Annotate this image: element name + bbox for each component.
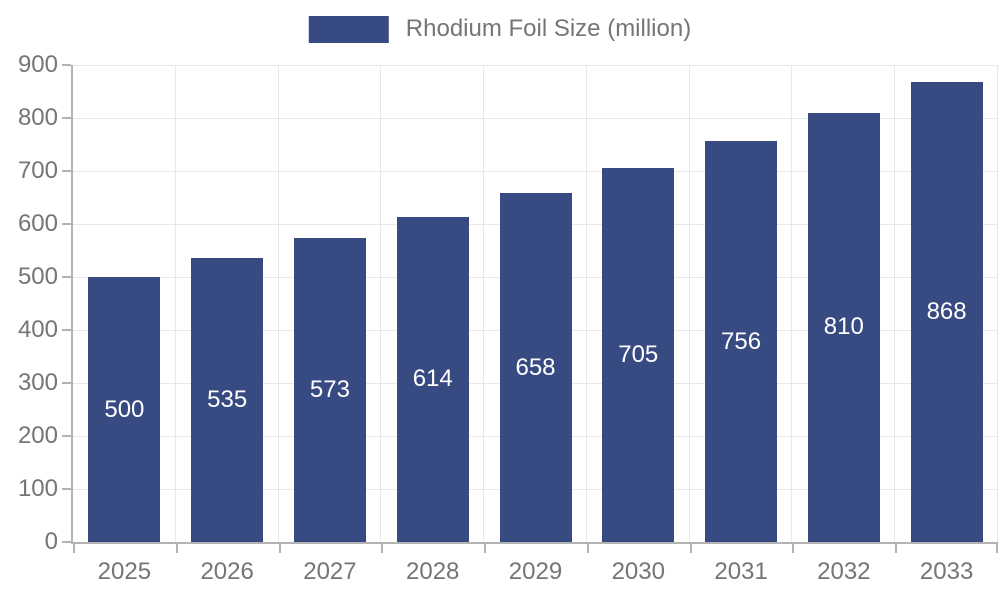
y-axis-label: 0 — [44, 528, 58, 555]
gridline-horizontal — [73, 65, 998, 66]
x-axis-tick — [586, 544, 589, 553]
bar-2032[interactable]: 810 — [807, 112, 880, 542]
plot-area: 500 535 573 614 658 705 756 810 868 — [62, 64, 998, 553]
bar-value-label: 658 — [515, 353, 556, 381]
y-axis-tick — [62, 488, 71, 490]
gridline-vertical — [894, 65, 896, 542]
bar-value-label: 868 — [926, 297, 967, 325]
bar-value-label: 705 — [618, 341, 659, 369]
x-axis-tick — [278, 544, 281, 553]
bar-value-label: 535 — [207, 386, 248, 414]
y-axis-label: 200 — [17, 422, 58, 449]
bar-2027[interactable]: 573 — [293, 238, 366, 542]
y-axis-tick — [62, 170, 71, 172]
y-axis-tick — [62, 435, 71, 437]
y-axis-tick — [62, 117, 71, 119]
y-axis-labels: 0 100 200 300 400 500 600 700 800 900 — [0, 0, 58, 600]
y-axis-label: 600 — [17, 210, 58, 237]
y-axis-label: 300 — [17, 369, 58, 396]
x-axis-label: 2033 — [919, 558, 974, 585]
x-axis-label: 2025 — [97, 558, 152, 585]
y-axis-tick — [62, 64, 71, 66]
gridline-horizontal — [73, 171, 998, 172]
x-axis-tick — [175, 544, 178, 553]
gridline-vertical — [791, 65, 793, 542]
x-axis-label: 2027 — [303, 558, 357, 585]
x-axis-tick — [996, 544, 998, 553]
x-axis-label: 2031 — [714, 558, 768, 585]
gridline-vertical — [174, 65, 176, 542]
y-axis-label: 100 — [17, 475, 58, 502]
y-axis-tick — [62, 541, 71, 543]
x-axis-label: 2029 — [508, 558, 563, 585]
legend-label[interactable]: Rhodium Foil Size (million) — [405, 15, 692, 42]
x-axis-tick — [484, 544, 487, 553]
bar-value-label: 810 — [823, 313, 864, 341]
bar-value-label: 573 — [309, 376, 350, 404]
legend[interactable]: Rhodium Foil Size (million) — [308, 15, 692, 43]
x-axis-label: 2032 — [817, 558, 871, 585]
y-axis-tick — [62, 276, 71, 278]
gridline-vertical — [997, 65, 998, 542]
gridline-horizontal — [73, 118, 998, 119]
bar-value-label: 756 — [721, 327, 762, 355]
bar-2025[interactable]: 500 — [88, 277, 161, 542]
bar-2033[interactable]: 868 — [910, 81, 983, 542]
x-axis-tick — [381, 544, 384, 553]
gridline-vertical — [585, 65, 587, 542]
x-axis-label: 2028 — [406, 558, 460, 585]
x-axis-label: 2030 — [611, 558, 665, 585]
x-axis-tick — [792, 544, 795, 553]
bar-2030[interactable]: 705 — [602, 168, 675, 542]
y-axis-label: 800 — [17, 104, 58, 131]
bar-2026[interactable]: 535 — [191, 258, 264, 542]
legend-swatch[interactable] — [308, 15, 389, 43]
gridline-vertical — [688, 65, 690, 542]
y-axis-label: 500 — [17, 263, 58, 290]
y-axis-label: 700 — [17, 157, 58, 184]
y-axis-tick — [62, 382, 71, 384]
y-axis-tick — [62, 329, 71, 331]
y-axis-label: 400 — [17, 316, 58, 343]
bar-2031[interactable]: 756 — [705, 141, 778, 542]
y-axis-label: 900 — [17, 51, 58, 78]
y-axis-tick — [62, 223, 71, 225]
x-axis-tick — [73, 544, 75, 553]
gridline-vertical — [277, 65, 279, 542]
bar-value-label: 500 — [104, 395, 145, 423]
x-axis-tick — [895, 544, 898, 553]
gridline-vertical — [380, 65, 382, 542]
x-axis-label: 2026 — [200, 558, 254, 585]
gridline-vertical — [483, 65, 485, 542]
bar-2029[interactable]: 658 — [499, 193, 572, 542]
bar-2028[interactable]: 614 — [396, 216, 469, 542]
bar-value-label: 614 — [412, 365, 453, 393]
x-axis-tick — [689, 544, 692, 553]
